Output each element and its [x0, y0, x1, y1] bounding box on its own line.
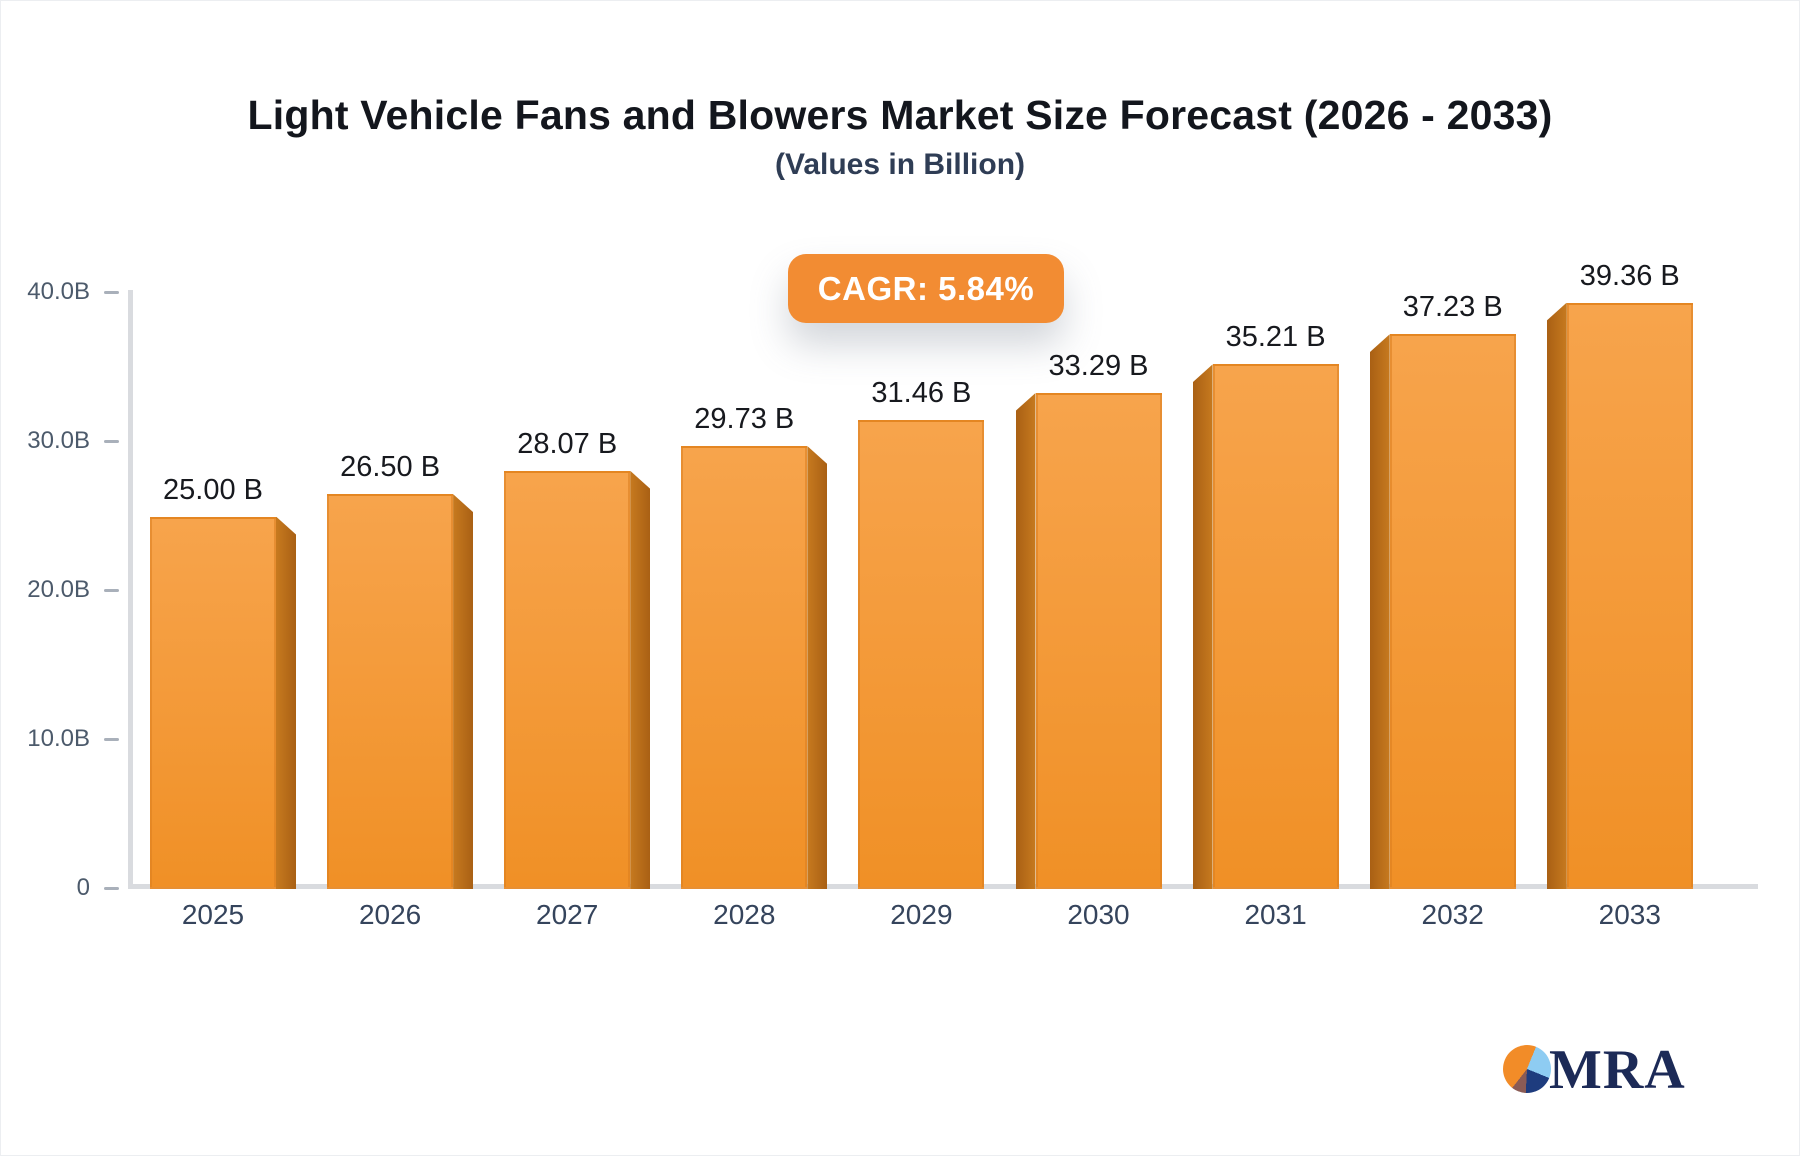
x-axis-label: 2027	[536, 899, 599, 930]
bar-2030	[1035, 392, 1162, 889]
y-tick-label: 0	[76, 874, 90, 901]
bar-2032	[1389, 334, 1516, 889]
cagr-badge: CAGR: 5.84%	[788, 254, 1064, 323]
cagr-badge-label: CAGR: 5.84%	[817, 269, 1035, 307]
y-tick-mark	[104, 589, 119, 592]
bar-value-label: 31.46 B	[871, 377, 972, 410]
bar-2031	[1212, 364, 1339, 889]
chart-title: Light Vehicle Fans and Blowers Market Si…	[247, 92, 1553, 138]
bar-side-2030	[1015, 392, 1036, 889]
bar-side-2028	[807, 446, 828, 889]
y-tick-label: 20.0B	[27, 576, 90, 603]
bar-value-label: 33.29 B	[1048, 349, 1149, 382]
bar-2028	[681, 446, 808, 889]
y-axis-line	[128, 290, 133, 889]
bar-2026	[327, 494, 454, 889]
pie-chart-icon	[1503, 1045, 1551, 1093]
y-tick-mark	[104, 291, 119, 294]
x-axis-label: 2029	[890, 899, 953, 930]
mra-logo-text: MRA	[1549, 1039, 1686, 1101]
bar-value-label: 28.07 B	[517, 427, 618, 460]
bar-side-2032	[1369, 334, 1390, 889]
bar-value-label: 35.21 B	[1225, 321, 1326, 354]
bar-value-label: 25.00 B	[163, 473, 263, 506]
brand-logo: MRA	[1503, 1039, 1763, 1102]
bar-value-label: 26.50 B	[340, 451, 441, 484]
x-axis-label: 2025	[181, 899, 245, 930]
x-axis-label: 2026	[358, 899, 422, 930]
bar-side-2025	[276, 516, 296, 889]
y-tick-label: 10.0B	[27, 725, 90, 752]
bar-side-2031	[1192, 364, 1213, 889]
bar-2033	[1566, 302, 1693, 889]
bar-value-label: 39.36 B	[1579, 259, 1680, 292]
y-tick-mark	[104, 738, 119, 741]
x-axis-label: 2032	[1421, 899, 1484, 930]
bar-value-label: 37.23 B	[1402, 291, 1503, 324]
bar-side-2027	[630, 470, 651, 889]
x-axis-label: 2028	[713, 899, 776, 930]
chart-subtitle: (Values in Billion)	[774, 148, 1026, 181]
y-tick-label: 30.0B	[27, 427, 90, 454]
x-axis-label: 2033	[1598, 899, 1661, 930]
bar-value-label: 29.73 B	[694, 403, 795, 436]
bar-2027	[504, 470, 631, 889]
y-tick-label: 40.0B	[27, 278, 90, 305]
bar-2029	[858, 420, 985, 889]
y-tick-mark	[104, 440, 119, 443]
bar-side-2026	[453, 494, 474, 889]
x-axis-label: 2030	[1067, 899, 1130, 930]
bar-side-2033	[1546, 302, 1567, 889]
bar-2025	[150, 516, 276, 889]
x-axis-label: 2031	[1244, 899, 1307, 930]
y-tick-mark	[104, 887, 119, 890]
